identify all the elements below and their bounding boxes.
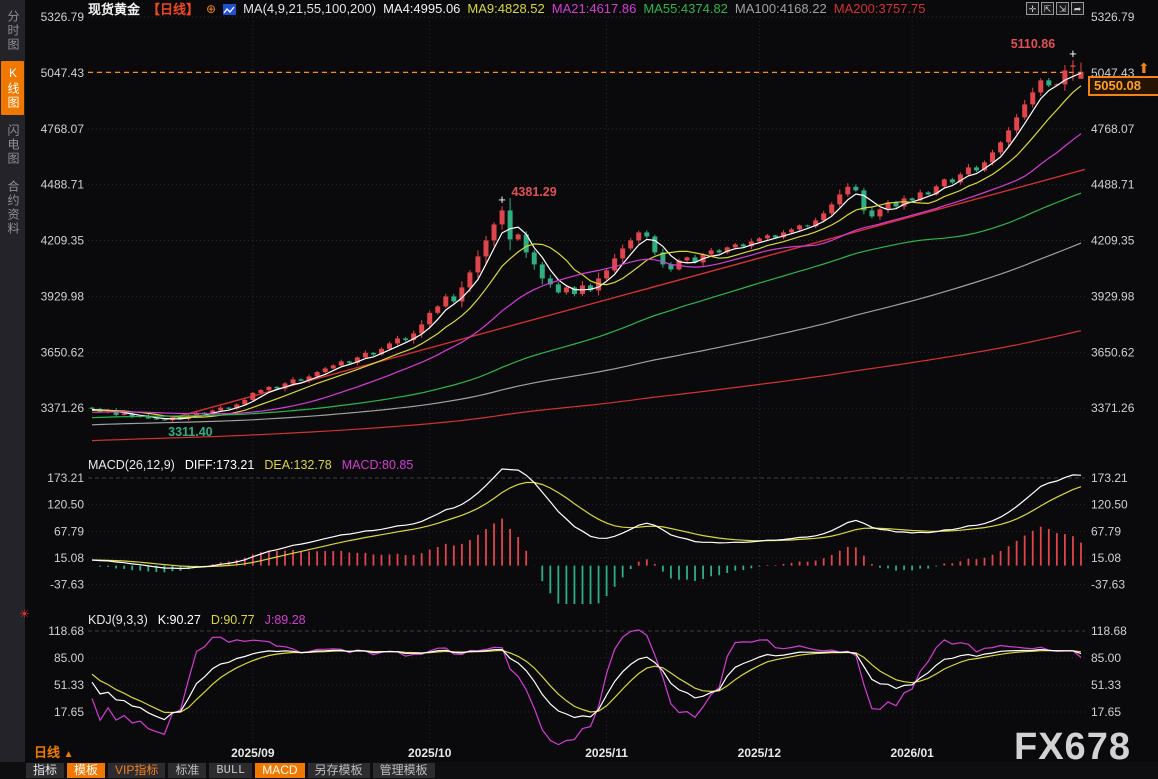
sidebar-tab-闪电图[interactable]: 闪电图: [6, 124, 20, 166]
svg-text:85.00: 85.00: [1091, 651, 1121, 665]
macd-diff-value: DIFF:173.21: [184, 458, 255, 472]
sidebar-tab-合约资料[interactable]: 合约资料: [6, 180, 20, 236]
ma-value-ma200: MA200:3757.75: [833, 1, 926, 16]
toolbar-tab-BULL[interactable]: BULL: [209, 763, 253, 778]
svg-text:5047.43: 5047.43: [41, 66, 85, 80]
ma-value-ma55: MA55:4374.82: [643, 1, 728, 16]
ma-value-ma9: MA9:4828.52: [467, 1, 545, 16]
svg-text:173.21: 173.21: [47, 471, 84, 485]
svg-text:118.68: 118.68: [48, 624, 84, 638]
macd-panel-header: MACD(26,12,9) DIFF:173.21 DEA:132.78 MACD:8…: [88, 458, 413, 472]
fx678-watermark: FX678: [1014, 726, 1131, 768]
svg-text:51.33: 51.33: [54, 678, 84, 692]
crosshair-icon[interactable]: ✛: [1026, 2, 1039, 15]
toolbar-tab-模板[interactable]: 模板: [67, 763, 106, 778]
detach-icon[interactable]: ➦: [1071, 2, 1084, 15]
svg-text:120.50: 120.50: [1091, 498, 1128, 512]
period-tag[interactable]: 【日线】: [147, 2, 200, 17]
svg-text:3929.98: 3929.98: [41, 289, 85, 303]
svg-text:2025/09: 2025/09: [231, 746, 275, 760]
period-arrow-icon: ▲: [63, 749, 74, 760]
svg-text:173.21: 173.21: [1091, 471, 1128, 485]
macd-dea-value: DEA:132.78: [264, 458, 332, 472]
svg-text:3371.26: 3371.26: [41, 401, 85, 415]
symbol-name: 现货黄金: [88, 2, 141, 17]
sidebar-tab-K线图[interactable]: K线图: [1, 61, 24, 115]
svg-text:2025/10: 2025/10: [408, 746, 452, 760]
ma-group-label: MA(4,9,21,55,100,200): [243, 1, 377, 16]
chart-header: 现货黄金 【日线】 ⊕ MA(4,9,21,55,100,200) MA4:4995.0…: [88, 0, 926, 17]
macd-bar-value: MACD:80.85: [341, 458, 414, 472]
kdj-panel-header: KDJ(9,3,3) K:90.27 D:90.77 J:89.28: [88, 613, 306, 627]
svg-text:5110.86: 5110.86: [1011, 37, 1056, 51]
alert-sun-icon[interactable]: ☀: [19, 607, 30, 621]
price-up-arrow-icon: ⬆: [1138, 60, 1150, 76]
svg-text:17.65: 17.65: [54, 705, 84, 719]
svg-text:5326.79: 5326.79: [1091, 10, 1135, 24]
kdj-d-value: D:90.77: [210, 613, 255, 627]
ma-indicator-icon[interactable]: [223, 4, 237, 15]
svg-text:120.50: 120.50: [47, 498, 84, 512]
svg-text:85.00: 85.00: [54, 651, 84, 665]
macd-params: MACD(26,12,9): [88, 458, 175, 472]
axis-left-icon[interactable]: ⇱: [1041, 2, 1054, 15]
ma-value-ma100: MA100:4168.22: [734, 1, 827, 16]
svg-text:3311.40: 3311.40: [168, 425, 213, 439]
svg-text:-37.63: -37.63: [50, 578, 84, 592]
svg-text:2025/12: 2025/12: [738, 746, 782, 760]
svg-text:5326.79: 5326.79: [41, 10, 85, 24]
period-selector[interactable]: 日线 ▲: [34, 742, 74, 761]
indicator-toolbar: 指标 模板 VIP指标 标准 BULL MACD 另存模板 管理模板: [0, 762, 1158, 779]
svg-text:+: +: [498, 192, 506, 207]
svg-text:3650.62: 3650.62: [1091, 345, 1135, 359]
toolbar-tab-指标[interactable]: 指标: [26, 763, 65, 778]
svg-text:3371.26: 3371.26: [1091, 401, 1135, 415]
svg-text:4209.35: 4209.35: [41, 234, 85, 248]
toolbar-tab-VIP指标[interactable]: VIP指标: [108, 763, 166, 778]
svg-text:-37.63: -37.63: [1091, 578, 1125, 592]
svg-text:4381.29: 4381.29: [511, 185, 556, 199]
period-label: 日线: [34, 745, 61, 760]
svg-text:3650.62: 3650.62: [41, 345, 85, 359]
svg-text:4768.07: 4768.07: [1091, 122, 1135, 136]
toolbar-tab-MACD[interactable]: MACD: [255, 763, 305, 778]
svg-text:51.33: 51.33: [1091, 678, 1121, 692]
svg-text:4488.71: 4488.71: [41, 178, 85, 192]
sidebar-tab-分时图[interactable]: 分时图: [6, 10, 20, 52]
svg-text:3929.98: 3929.98: [1091, 289, 1135, 303]
toolbar-tab-管理模板[interactable]: 管理模板: [372, 763, 435, 778]
svg-text:4768.07: 4768.07: [41, 122, 85, 136]
svg-text:67.79: 67.79: [54, 524, 84, 538]
svg-text:+: +: [1069, 46, 1077, 61]
kdj-params: KDJ(9,3,3): [88, 613, 148, 627]
svg-text:4209.35: 4209.35: [1091, 234, 1135, 248]
svg-text:2026/01: 2026/01: [890, 746, 934, 760]
kdj-k-value: K:90.27: [157, 613, 201, 627]
ma-value-ma21: MA21:4617.86: [551, 1, 637, 16]
svg-text:118.68: 118.68: [1091, 624, 1127, 638]
svg-text:2025/11: 2025/11: [585, 746, 628, 760]
toolbar-tab-另存模板[interactable]: 另存模板: [307, 763, 370, 778]
add-compare-icon[interactable]: ⊕: [206, 1, 217, 16]
axis-right-icon[interactable]: ⇲: [1056, 2, 1069, 15]
svg-text:15.08: 15.08: [54, 551, 84, 565]
svg-text:67.79: 67.79: [1091, 524, 1121, 538]
current-price-tag: 5050.08: [1088, 76, 1158, 96]
svg-text:4488.71: 4488.71: [1091, 178, 1135, 192]
toolbar-tab-标准[interactable]: 标准: [168, 763, 207, 778]
kdj-j-value: J:89.28: [264, 613, 306, 627]
window-tool-icons: ✛ ⇱ ⇲ ➦: [1026, 2, 1084, 15]
chart-type-sidebar: 分时图 K线图闪电图合约资料: [0, 0, 25, 762]
svg-text:17.65: 17.65: [1091, 705, 1121, 719]
ma-value-ma4: MA4:4995.06: [383, 1, 461, 16]
svg-text:15.08: 15.08: [1091, 551, 1121, 565]
